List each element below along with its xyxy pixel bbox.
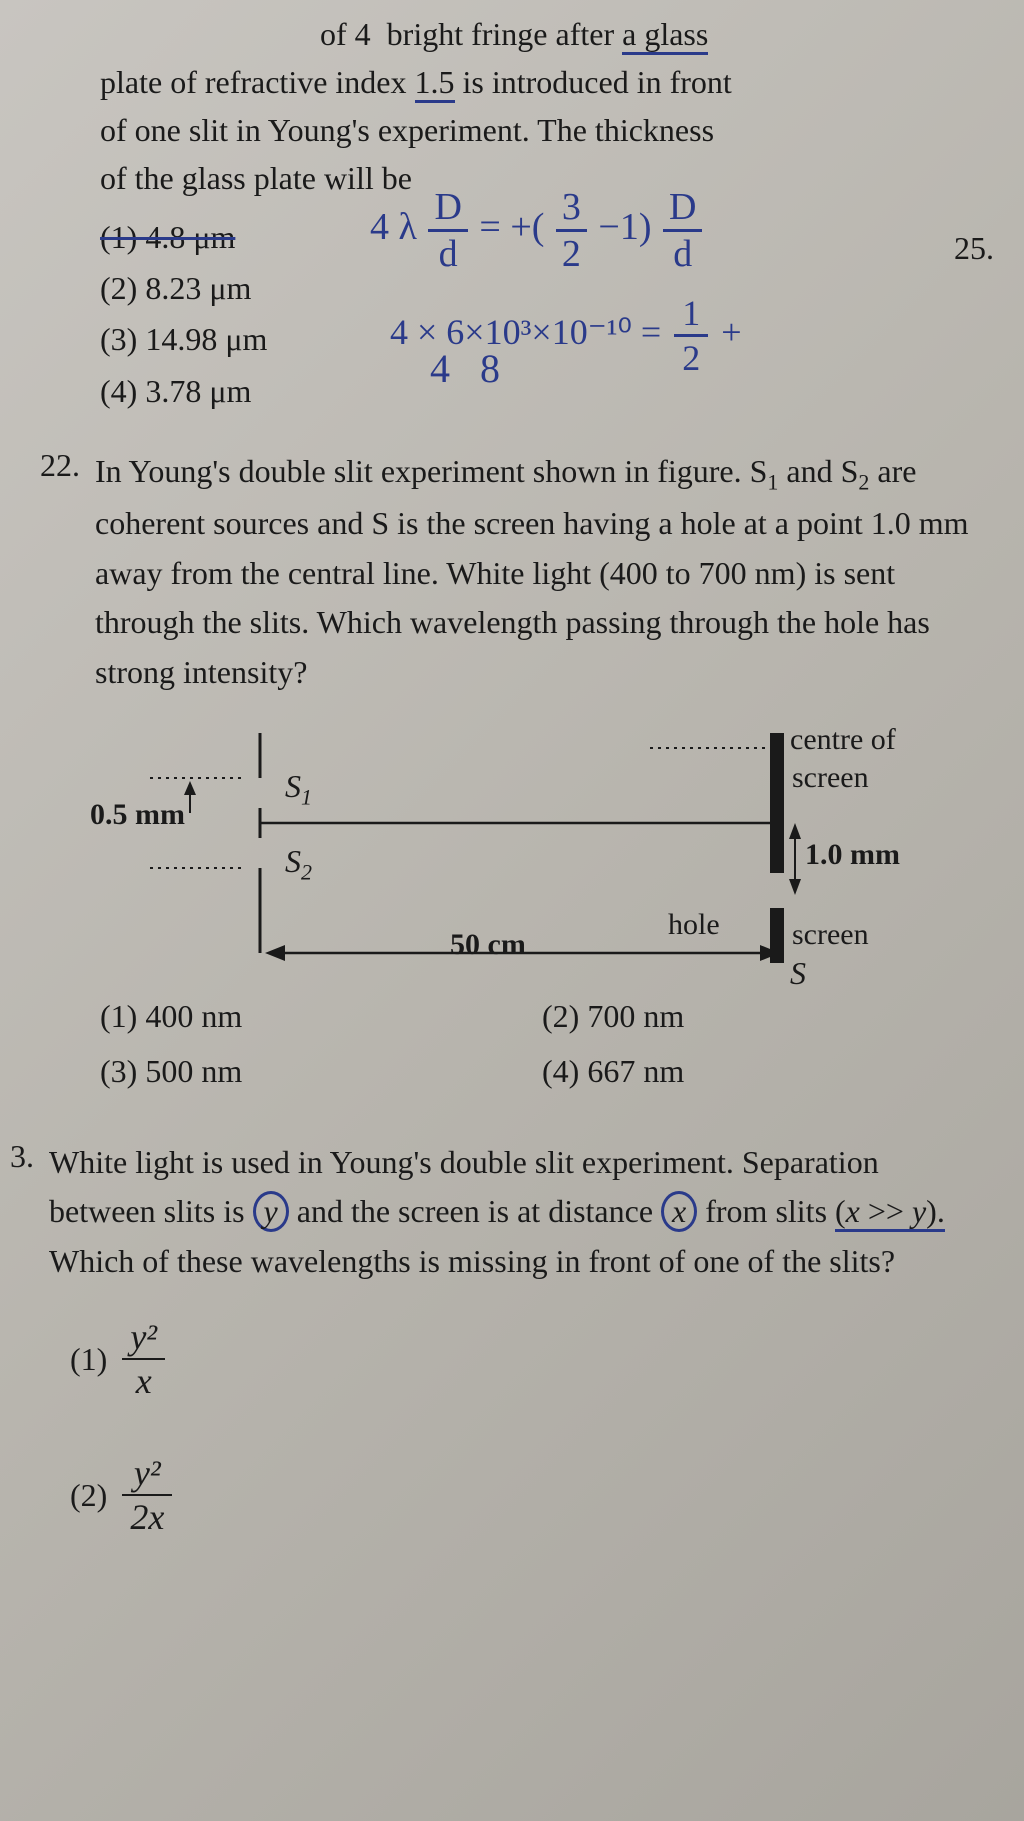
q22-option-2: (2) 700 nm	[542, 998, 984, 1035]
diagram-S: S	[790, 955, 806, 992]
physics-page: of 4 bright fringe after a glass plate o…	[40, 10, 984, 1811]
question-21-block: of 4 bright fringe after a glass plate o…	[40, 10, 984, 417]
q22-intro: 22. In Young's double slit experiment sh…	[40, 447, 984, 698]
q22-diagram: 0.5 mm S1 S2 50 cm hole centre of screen…	[90, 723, 910, 983]
q22-options: (1) 400 nm (2) 700 nm (3) 500 nm (4) 667…	[100, 998, 984, 1108]
q23-number: 3.	[10, 1138, 34, 1175]
hw-line3: 4 8	[430, 345, 510, 392]
question-23-block: 3. White light is used in Young's double…	[10, 1138, 984, 1539]
q23-option-1: (1) y² x	[70, 1316, 984, 1402]
diagram-hole-dist: 1.0 mm	[805, 838, 900, 872]
q23-option-2: (2) y² 2x	[70, 1452, 984, 1538]
q22-number: 22.	[40, 447, 80, 484]
hw-line1: 4 λ D d = +( 3 2 −1) D d	[370, 185, 704, 276]
q23-opt1-num: y²	[122, 1316, 165, 1360]
q23-intro: 3. White light is used in Young's double…	[10, 1138, 984, 1287]
q23-opt2-num: y²	[122, 1452, 172, 1496]
q22-option-4: (4) 667 nm	[542, 1053, 984, 1090]
diagram-hole: hole	[668, 908, 720, 942]
q23-opt1-label: (1)	[70, 1341, 107, 1378]
diagram-screen: screen	[792, 761, 869, 795]
diagram-distance: 50 cm	[450, 928, 526, 962]
q25-number: 25.	[954, 230, 994, 267]
q23-opt2-label: (2)	[70, 1477, 107, 1514]
diagram-slit-sep: 0.5 mm	[90, 798, 185, 832]
diagram-screen2: screen	[792, 918, 869, 952]
q23-opt1-den: x	[122, 1360, 165, 1402]
q22-text: In Young's double slit experiment shown …	[95, 447, 984, 698]
question-22-block: 22. In Young's double slit experiment sh…	[40, 447, 984, 1108]
diagram-centre: centre of	[790, 723, 896, 757]
diagram-S1: S1	[285, 768, 312, 810]
diagram-S2: S2	[285, 843, 312, 885]
q23-opt2-den: 2x	[122, 1496, 172, 1538]
q22-option-3: (3) 500 nm	[100, 1053, 542, 1090]
q22-option-1: (1) 400 nm	[100, 998, 542, 1035]
q23-text: White light is used in Young's double sl…	[49, 1138, 984, 1287]
q21-intro-text: of 4 bright fringe after a glass plate o…	[100, 10, 984, 202]
